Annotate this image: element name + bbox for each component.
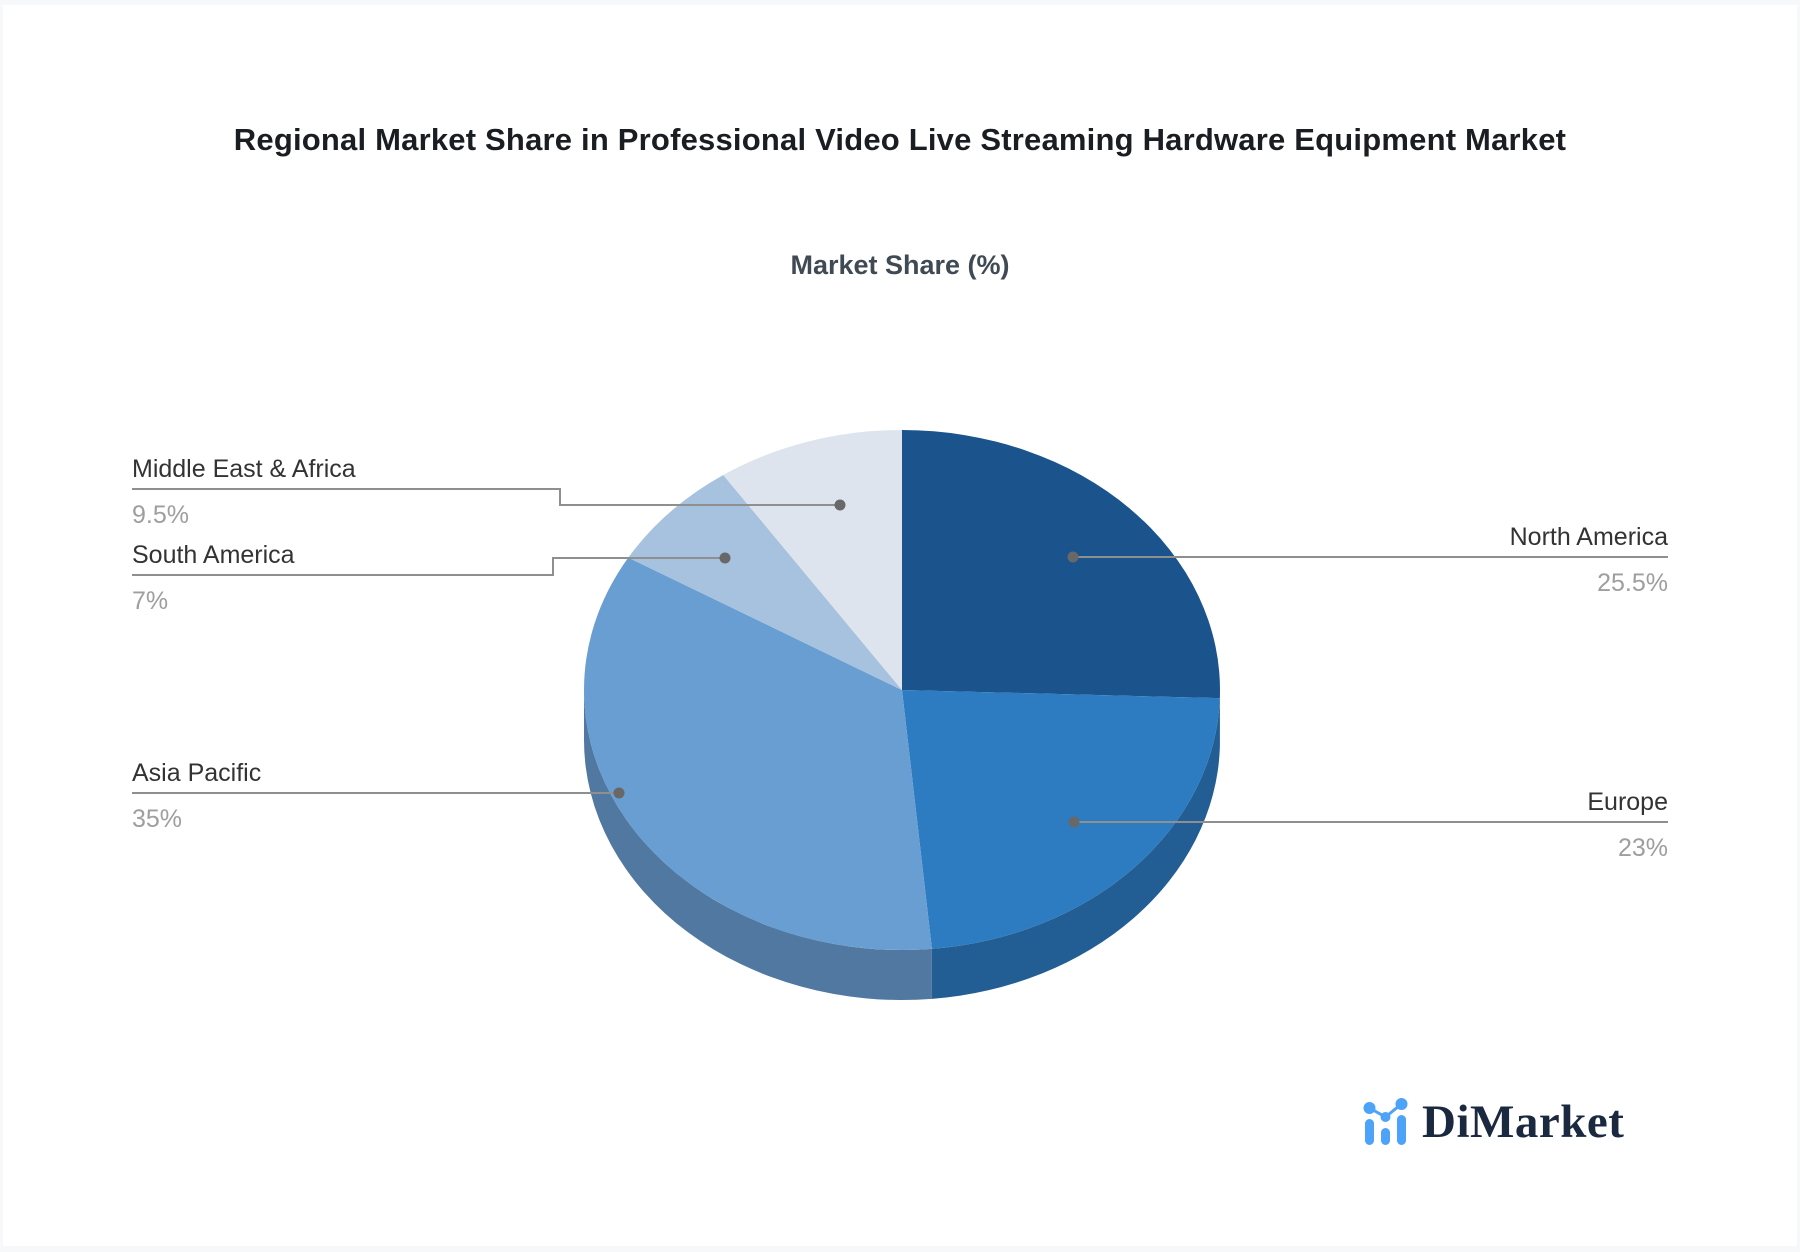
pie-slice-europe[interactable] <box>902 690 1220 949</box>
callout-value-south-america: 7% <box>132 587 168 615</box>
callout-dot-europe <box>1068 816 1080 828</box>
callout-line-middle-east-africa <box>132 488 840 506</box>
pie-slice-middle-east-africa[interactable] <box>723 430 902 690</box>
callout-value-middle-east-africa: 9.5% <box>132 501 189 529</box>
dimarket-logo-icon <box>1363 1098 1408 1145</box>
pie-slice-side-europe <box>931 698 1220 999</box>
callout-asia-pacific: Asia Pacific 35% <box>132 759 625 833</box>
pie-slice-south-america[interactable] <box>628 474 902 690</box>
callout-label-north-america: North America <box>1510 523 1668 551</box>
callout-label-asia-pacific: Asia Pacific <box>132 759 261 787</box>
chart-title: Regional Market Share in Professional Vi… <box>233 122 1567 157</box>
callout-value-europe: 23% <box>1618 834 1668 862</box>
callout-dot-south-america <box>719 552 731 564</box>
callout-south-america: South America 7% <box>132 541 731 615</box>
dimarket-logo: DiMarket <box>1358 1092 1624 1152</box>
chart-subtitle: Market Share (%) <box>790 250 1010 280</box>
page-edge-right <box>1797 0 1800 1252</box>
callout-dot-asia-pacific <box>613 787 625 799</box>
callout-value-north-america: 25.5% <box>1597 569 1668 597</box>
callout-dot-north-america <box>1067 551 1079 563</box>
page-edge-left <box>0 0 3 1252</box>
callout-label-middle-east-africa: Middle East & Africa <box>132 455 356 483</box>
callout-value-asia-pacific: 35% <box>132 805 182 833</box>
callout-europe: Europe 23% <box>1068 788 1668 862</box>
page-edge-bottom <box>0 1246 1800 1252</box>
callout-middle-east-africa: Middle East & Africa 9.5% <box>132 455 846 529</box>
pie-slice-north-america[interactable] <box>902 430 1220 699</box>
callout-dot-middle-east-africa <box>834 499 846 511</box>
pie-slice-side-asia-pacific <box>584 690 932 1000</box>
callout-north-america: North America 25.5% <box>1067 523 1668 597</box>
callout-line-south-america <box>132 557 725 576</box>
callout-label-europe: Europe <box>1587 788 1668 816</box>
page-edge-top <box>0 0 1800 5</box>
pie-slice-asia-pacific[interactable] <box>583 557 932 950</box>
callout-label-south-america: South America <box>132 541 295 569</box>
dimarket-logo-text: DiMarket <box>1422 1096 1625 1148</box>
